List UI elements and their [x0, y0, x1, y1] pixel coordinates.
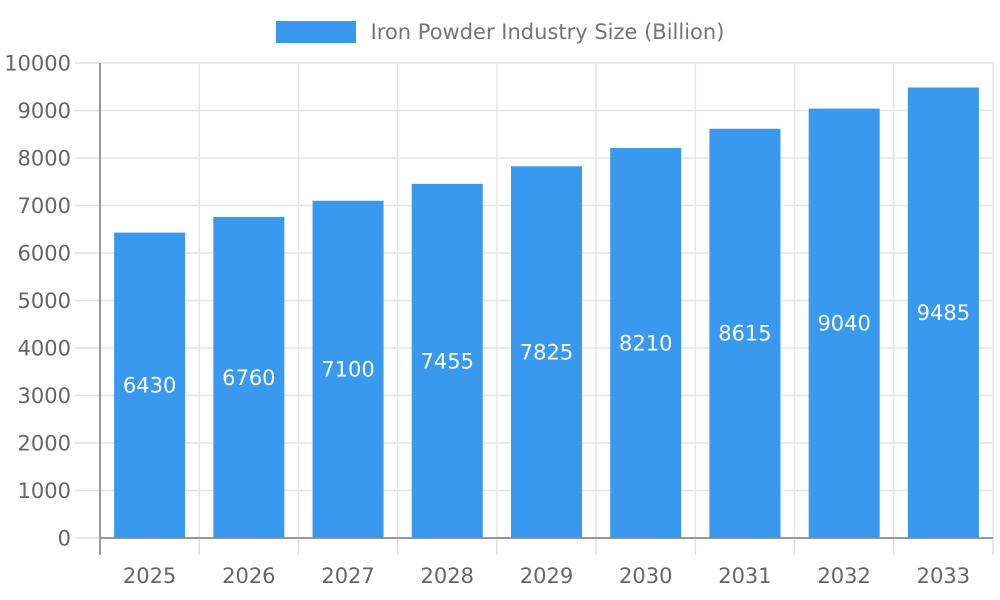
bar[interactable] — [411, 183, 483, 538]
bar[interactable] — [610, 148, 682, 538]
bar-value-label: 8210 — [619, 331, 672, 355]
bar[interactable] — [511, 166, 582, 538]
x-tick-label: 2031 — [718, 564, 771, 588]
y-tick-label: 8000 — [18, 146, 71, 170]
y-tick-label: 7000 — [18, 194, 71, 218]
legend-item[interactable]: Iron Powder Industry Size (Billion) — [0, 19, 1000, 45]
x-tick-label: 2029 — [520, 564, 573, 588]
bar[interactable] — [312, 200, 384, 538]
bar-value-label: 7100 — [321, 358, 374, 382]
x-tick-label: 2033 — [917, 564, 970, 588]
x-tick-label: 2030 — [619, 564, 672, 588]
bar[interactable] — [907, 87, 979, 539]
bar-value-label: 8615 — [718, 322, 771, 346]
bar[interactable] — [213, 216, 285, 538]
y-tick-label: 5000 — [18, 289, 71, 313]
bar-value-label: 6430 — [123, 374, 176, 398]
bar-value-label: 7455 — [421, 349, 474, 373]
bar[interactable] — [114, 232, 186, 538]
bar[interactable] — [808, 108, 880, 538]
bar-value-label: 9485 — [917, 301, 970, 325]
x-tick-label: 2027 — [321, 564, 374, 588]
y-tick-label: 0 — [58, 526, 71, 550]
y-tick-label: 3000 — [18, 384, 71, 408]
x-tick-label: 2032 — [817, 564, 870, 588]
x-tick-label: 2028 — [421, 564, 474, 588]
bar[interactable] — [709, 128, 781, 538]
y-tick-label: 4000 — [18, 336, 71, 360]
y-tick-label: 9000 — [18, 99, 71, 123]
bar-value-label: 6760 — [222, 366, 275, 390]
bar-value-label: 7825 — [520, 341, 573, 365]
y-tick-label: 1000 — [18, 479, 71, 503]
x-tick-label: 2026 — [222, 564, 275, 588]
bar-value-label: 9040 — [817, 312, 870, 336]
legend-label: Iron Powder Industry Size (Billion) — [370, 20, 725, 44]
y-tick-label: 10000 — [4, 51, 71, 75]
y-tick-label: 2000 — [18, 431, 71, 455]
legend-swatch — [275, 21, 356, 43]
x-tick-label: 2025 — [123, 564, 176, 588]
y-tick-label: 6000 — [18, 241, 71, 265]
